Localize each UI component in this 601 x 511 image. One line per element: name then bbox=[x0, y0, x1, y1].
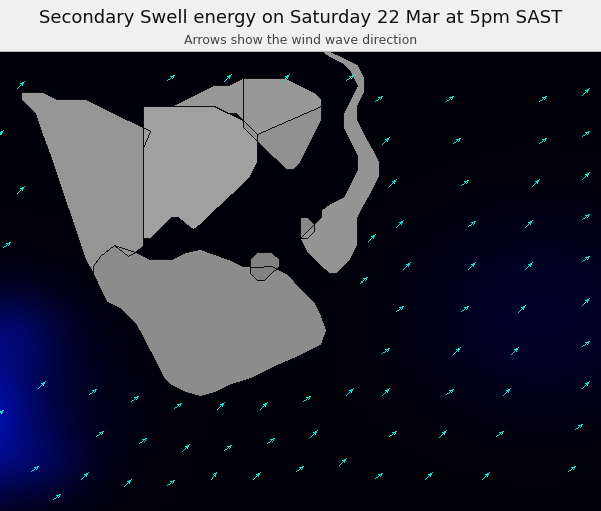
Text: Secondary Swell energy on Saturday 22 Mar at 5pm SAST: Secondary Swell energy on Saturday 22 Ma… bbox=[39, 9, 562, 27]
Text: Arrows show the wind wave direction: Arrows show the wind wave direction bbox=[184, 34, 417, 47]
